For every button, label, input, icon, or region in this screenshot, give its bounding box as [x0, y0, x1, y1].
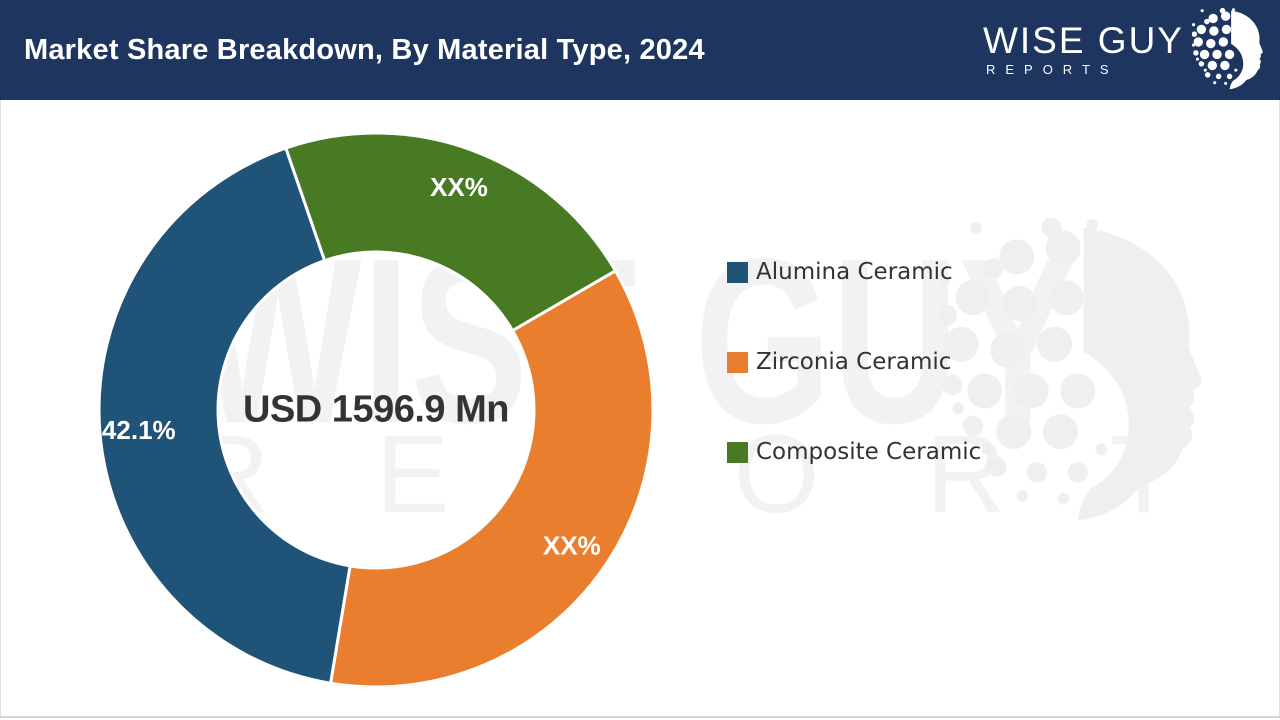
donut-slice-zirconia-ceramic: [329, 269, 655, 689]
legend-item-composite-ceramic: Composite Ceramic: [727, 436, 981, 468]
wise-guy-head-icon: [1191, 7, 1264, 90]
slice-label-alumina-ceramic: 42.1%: [102, 415, 176, 445]
legend-label-composite-ceramic: Composite Ceramic: [756, 439, 982, 465]
slice-label-zirconia-ceramic: XX%: [543, 530, 601, 560]
logo-wiseguy-text: WISE GUY: [982, 20, 1184, 61]
legend-swatch-alumina-ceramic: [727, 261, 748, 283]
legend-item-alumina-ceramic: Alumina Ceramic: [727, 256, 981, 288]
logo-text: WISE GUY REPORTS: [983, 22, 1184, 76]
wise-guy-reports-logo: WISE GUY REPORTS: [983, 7, 1264, 90]
chart-legend: Alumina Ceramic Zirconia Ceramic Composi…: [727, 256, 981, 468]
donut-slice-composite-ceramic: [284, 131, 617, 333]
slice-label-composite-ceramic: XX%: [430, 172, 488, 202]
legend-swatch-composite-ceramic: [727, 441, 748, 463]
donut-slice-alumina-ceramic: [97, 146, 352, 685]
logo-reports-text: REPORTS: [985, 62, 1119, 77]
chart-center-value: USD 1596.9 Mn: [243, 388, 509, 431]
legend-swatch-zirconia-ceramic: [727, 351, 748, 373]
header-bar: Market Share Breakdown, By Material Type…: [0, 0, 1280, 100]
legend-label-zirconia-ceramic: Zirconia Ceramic: [756, 349, 952, 375]
legend-item-zirconia-ceramic: Zirconia Ceramic: [727, 346, 981, 378]
page-title: Market Share Breakdown, By Material Type…: [24, 33, 705, 66]
legend-label-alumina-ceramic: Alumina Ceramic: [756, 259, 953, 285]
